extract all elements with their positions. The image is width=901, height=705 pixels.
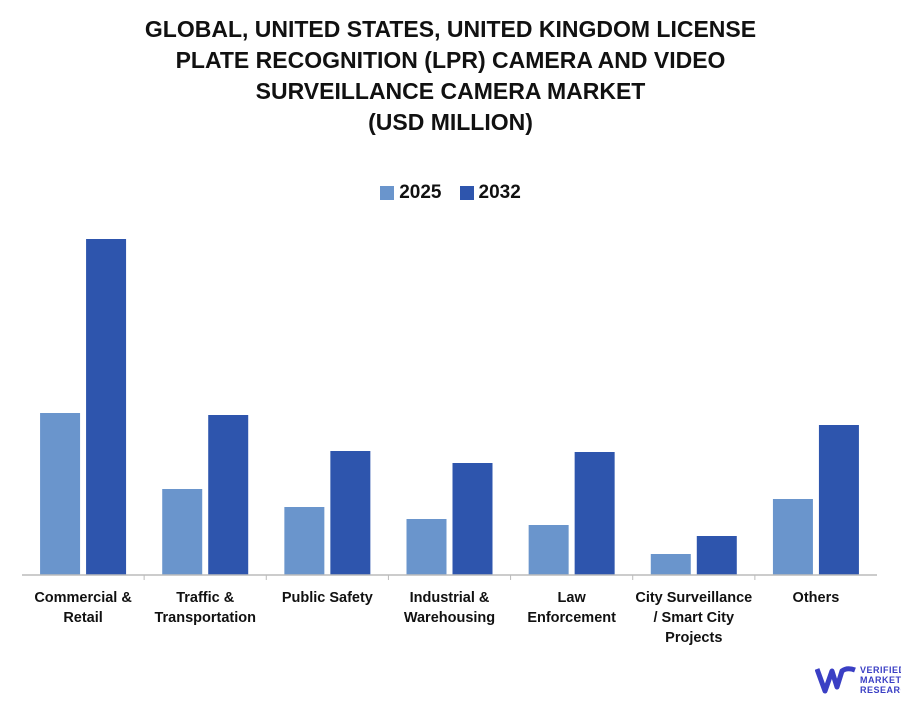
bar-2032-2	[330, 451, 371, 575]
bar-2032-4	[574, 452, 615, 575]
bar-2025-0	[40, 413, 81, 575]
bar-2025-6	[772, 499, 813, 575]
x-tick-label: Industrial &	[410, 590, 490, 606]
verified-market-research-logo: VERIFIED MARKET RESEARCH	[815, 663, 901, 697]
vmr-logo-icon	[815, 666, 856, 694]
bar-2032-3	[452, 463, 493, 575]
x-tick-label: / Smart City	[653, 610, 734, 626]
title-line: PLATE RECOGNITION (LPR) CAMERA AND VIDEO	[175, 47, 726, 73]
bar-2025-4	[528, 525, 569, 575]
legend-item-2032: 2032	[459, 182, 521, 204]
bar-2025-5	[650, 554, 691, 575]
legend-swatch	[459, 186, 474, 200]
x-tick-label: Law	[558, 590, 587, 606]
bar-2025-2	[284, 507, 325, 575]
bar-2025-3	[406, 519, 447, 575]
x-tick-label: Others	[793, 590, 840, 606]
chart-title: GLOBAL, UNITED STATES, UNITED KINGDOM LI…	[0, 14, 901, 138]
title-line: (USD MILLION)	[368, 109, 533, 135]
bar-2032-0	[86, 239, 127, 575]
legend-label: 2032	[478, 182, 521, 203]
x-tick-label: City Surveillance	[635, 590, 752, 606]
x-tick-label: Warehousing	[404, 610, 495, 626]
title-line: GLOBAL, UNITED STATES, UNITED KINGDOM LI…	[144, 16, 757, 42]
x-tick-label: Enforcement	[527, 610, 616, 626]
legend-item-2025: 2025	[380, 182, 442, 204]
x-tick-label: Public Safety	[282, 590, 373, 606]
legend: 2025 2032	[0, 182, 901, 204]
legend-swatch	[380, 186, 395, 200]
bar-2032-5	[696, 536, 737, 575]
x-tick-label: Projects	[665, 630, 722, 646]
x-tick-label: Retail	[63, 610, 103, 626]
bar-2032-6	[818, 425, 859, 575]
x-tick-label: Commercial &	[34, 590, 132, 606]
legend-label: 2025	[399, 182, 442, 203]
title-line: SURVEILLANCE CAMERA MARKET	[255, 78, 646, 104]
x-tick-label: Traffic &	[176, 590, 235, 606]
x-tick-label: Transportation	[154, 610, 256, 626]
bar-2025-1	[162, 489, 203, 575]
bar-2032-1	[208, 415, 249, 575]
